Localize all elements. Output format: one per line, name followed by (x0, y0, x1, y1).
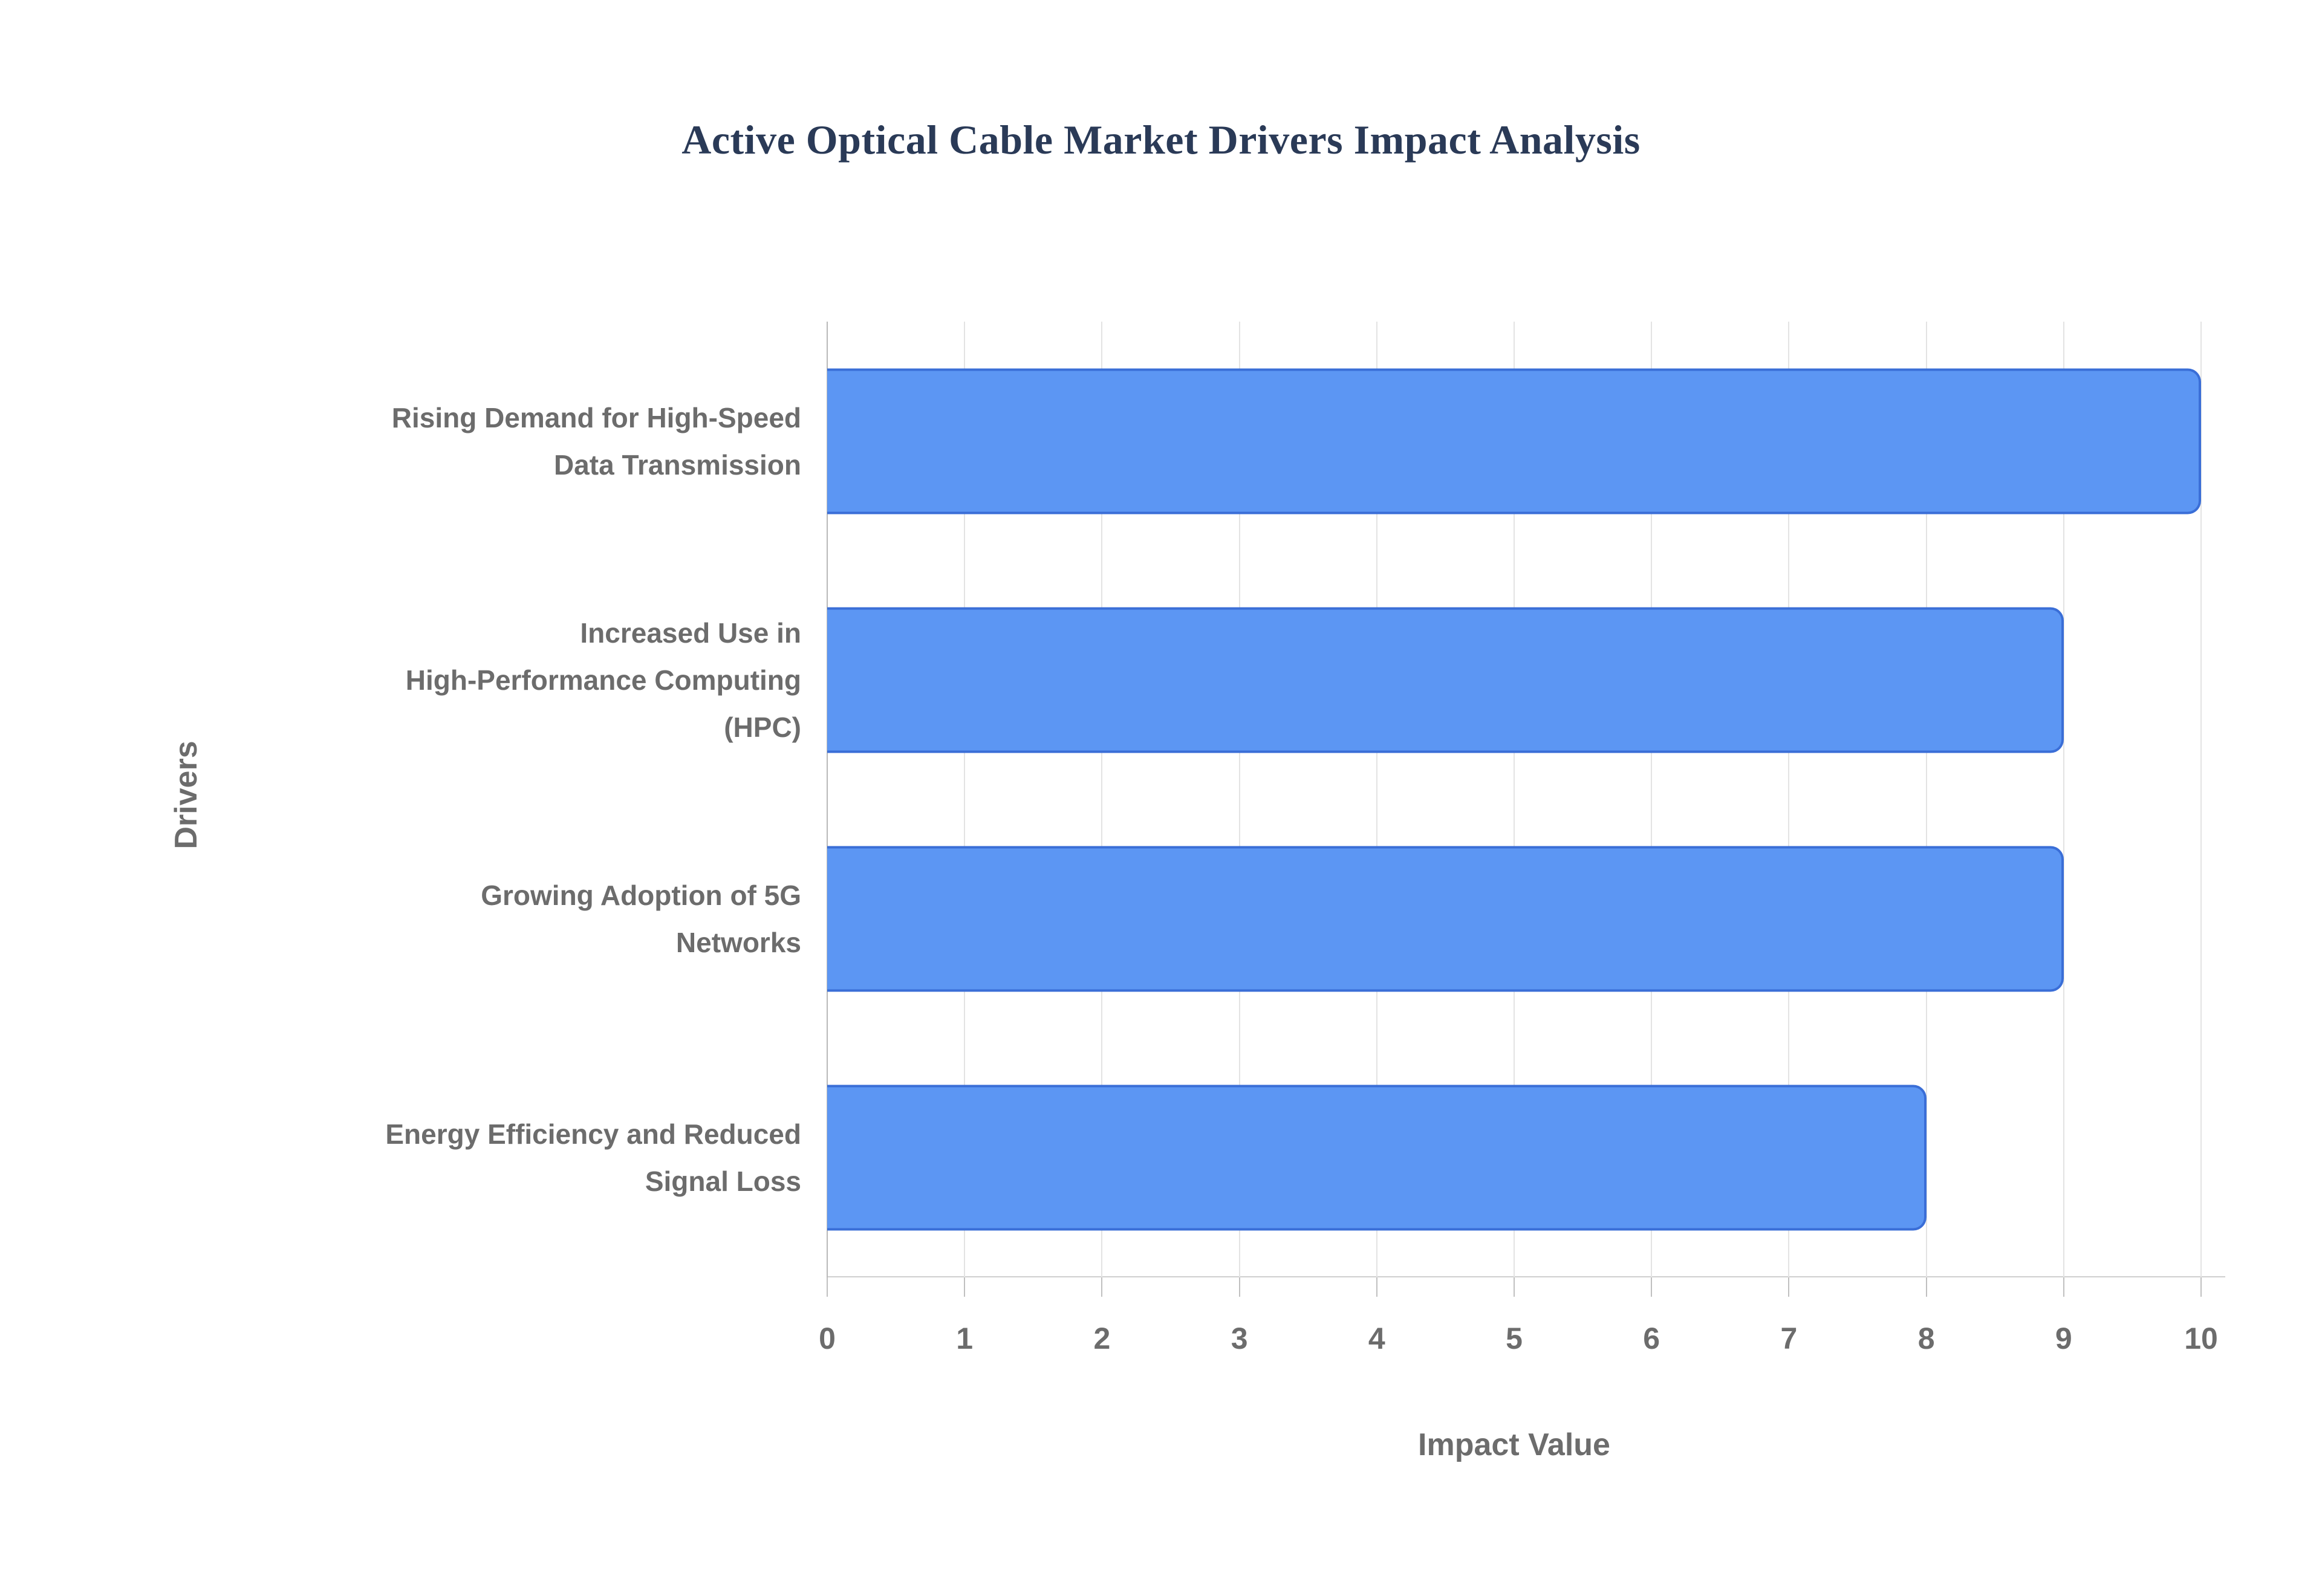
axis-tick-7 (1788, 1277, 1790, 1297)
axis-tick-0 (827, 1277, 828, 1297)
gridline-0 (827, 322, 828, 1277)
axis-tick-2 (1101, 1277, 1103, 1297)
x-tick-label-9: 9 (2055, 1322, 2072, 1355)
bar-row-1 (827, 560, 2201, 799)
bar-row-2 (827, 800, 2201, 1039)
gridline-7 (1788, 322, 1790, 1277)
bar-1 (827, 607, 2064, 753)
x-axis-line (827, 1276, 2225, 1277)
x-tick-label-4: 4 (1368, 1322, 1385, 1355)
category-label-0: Rising Demand for High-Speed Data Transm… (391, 401, 801, 481)
x-tick-label-10: 10 (2184, 1322, 2218, 1355)
gridline-3 (1238, 322, 1240, 1277)
gridline-8 (1925, 322, 1927, 1277)
axis-tick-9 (2063, 1277, 2064, 1297)
x-tick-label-2: 2 (1093, 1322, 1111, 1355)
bar-row-0 (827, 322, 2201, 560)
bar-3 (827, 1085, 1927, 1231)
gridline-2 (1101, 322, 1103, 1277)
category-label-2: Growing Adoption of 5G Networks (481, 880, 801, 959)
axis-tick-4 (1376, 1277, 1377, 1297)
gridline-4 (1376, 322, 1377, 1277)
gridline-9 (2063, 322, 2064, 1277)
bar-0 (827, 368, 2201, 514)
gridline-5 (1514, 322, 1515, 1277)
category-label-3: Energy Efficiency and Reduced Signal Los… (385, 1118, 801, 1198)
x-tick-label-8: 8 (1917, 1322, 1935, 1355)
x-tick-label-3: 3 (1231, 1322, 1248, 1355)
chart-title: Active Optical Cable Market Drivers Impa… (681, 117, 1641, 163)
gridline-10 (2200, 322, 2202, 1277)
x-tick-label-6: 6 (1643, 1322, 1660, 1355)
y-axis-title: Drivers (169, 741, 204, 849)
axis-tick-6 (1651, 1277, 1653, 1297)
axis-tick-5 (1514, 1277, 1515, 1297)
gridline-1 (964, 322, 966, 1277)
axis-tick-3 (1238, 1277, 1240, 1297)
bar-2 (827, 846, 2064, 992)
axis-tick-1 (964, 1277, 966, 1297)
x-axis-title: Impact Value (1418, 1427, 1610, 1462)
x-tick-label-5: 5 (1506, 1322, 1523, 1355)
bar-row-3 (827, 1039, 2201, 1277)
axis-tick-8 (1925, 1277, 1927, 1297)
gridline-6 (1651, 322, 1653, 1277)
axis-tick-10 (2200, 1277, 2202, 1297)
plot-area (827, 322, 2225, 1297)
x-tick-label-7: 7 (1780, 1322, 1798, 1355)
x-tick-label-0: 0 (819, 1322, 836, 1355)
category-label-1: Increased Use in High-Performance Comput… (405, 617, 801, 743)
x-tick-label-1: 1 (956, 1322, 974, 1355)
